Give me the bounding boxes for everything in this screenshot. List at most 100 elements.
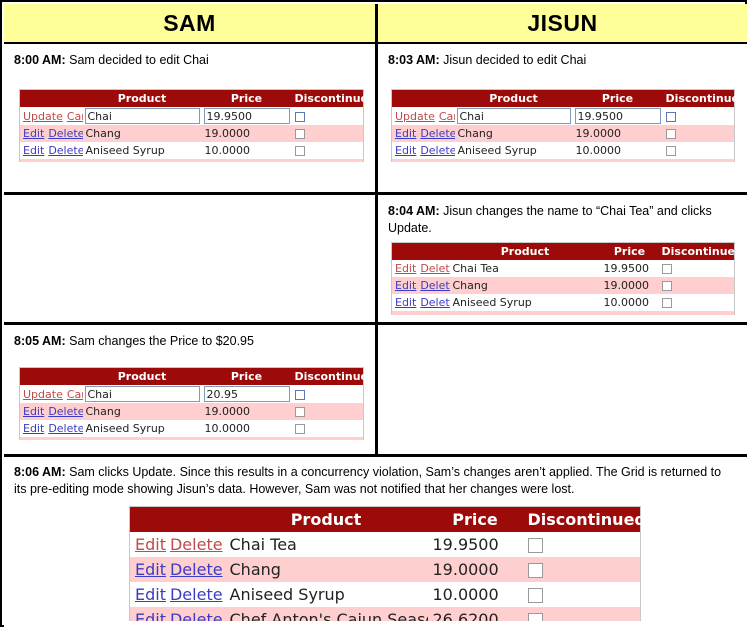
cancel-link[interactable]: Cancel xyxy=(66,109,83,123)
price-column-header: Price xyxy=(572,89,663,107)
product-cell: Chang xyxy=(454,125,573,142)
delete-link[interactable]: Delete xyxy=(420,127,455,140)
edit-link[interactable]: Edit xyxy=(23,422,45,435)
discontinued-cell[interactable] xyxy=(291,385,364,403)
edit-link[interactable]: Edit xyxy=(395,279,417,292)
discontinued-checkbox xyxy=(661,281,672,291)
update-link[interactable]: Update xyxy=(395,109,435,123)
discontinued-cell[interactable] xyxy=(662,107,735,125)
product-column-header: Product xyxy=(82,89,202,107)
product-name-input[interactable] xyxy=(456,108,571,124)
caption-text-804am: Jisun changes the name to “Chai Tea” and… xyxy=(388,204,712,235)
discontinued-cell[interactable] xyxy=(291,107,364,125)
discontinued-cell xyxy=(662,142,735,159)
discontinued-checkbox[interactable] xyxy=(665,111,676,122)
price-cell: 26.6200 xyxy=(427,607,523,621)
delete-link[interactable]: Delete xyxy=(169,585,223,604)
product-cell: Chang xyxy=(82,403,202,420)
delete-link[interactable]: Delete xyxy=(420,144,455,157)
product-name-input[interactable] xyxy=(84,386,200,402)
product-grid[interactable]: ProductPriceDiscontinuedUpdateCancelEdit… xyxy=(19,89,364,162)
discontinued-checkbox xyxy=(294,424,305,434)
edit-link[interactable]: Edit xyxy=(23,439,44,440)
edit-link[interactable]: Edit xyxy=(135,585,166,604)
product-cell[interactable] xyxy=(82,385,202,403)
edit-link[interactable]: Edit xyxy=(395,296,417,309)
product-name-input[interactable] xyxy=(84,108,200,124)
gridview-805am[interactable]: ProductPriceDiscontinuedUpdateCancelEdit… xyxy=(19,367,364,440)
delete-link[interactable]: Delete xyxy=(169,610,223,621)
edit-link[interactable]: Edit xyxy=(23,161,44,162)
delete-link[interactable]: Delete xyxy=(420,161,454,162)
edit-link[interactable]: Edit xyxy=(135,535,166,554)
edit-link[interactable]: Edit xyxy=(395,127,417,140)
gridview-803am[interactable]: ProductPriceDiscontinuedUpdateCancelEdit… xyxy=(391,89,735,162)
edit-link[interactable]: Edit xyxy=(395,262,417,275)
edit-link[interactable]: Edit xyxy=(135,610,166,621)
price-input[interactable] xyxy=(203,108,290,124)
discontinued-checkbox[interactable] xyxy=(294,111,305,122)
price-input[interactable] xyxy=(574,108,661,124)
table-row: UpdateCancel xyxy=(391,107,735,125)
edit-link[interactable]: Edit xyxy=(23,144,45,157)
edit-link[interactable]: Edit xyxy=(395,161,416,162)
delete-link[interactable]: Delete xyxy=(169,560,223,579)
gridview-806am[interactable]: Product Price Discontinued Edit Delete Chai T… xyxy=(129,506,641,621)
delete-link[interactable]: Delete xyxy=(48,405,83,418)
panel-806am: 8:06 AM: Sam clicks Update. Since this r… xyxy=(4,457,747,627)
delete-link[interactable]: Delete xyxy=(48,439,82,440)
discontinued-cell xyxy=(662,159,735,162)
edit-link[interactable]: Edit xyxy=(395,313,416,315)
column-headers: SAM JISUN xyxy=(4,4,747,44)
discontinued-checkbox xyxy=(294,146,305,156)
discontinued-checkbox[interactable] xyxy=(294,389,305,400)
price-cell[interactable] xyxy=(201,107,292,125)
cmd-column-header xyxy=(19,367,83,385)
delete-link[interactable]: Delete xyxy=(169,535,223,554)
delete-link[interactable]: Delete xyxy=(48,144,83,157)
price-cell[interactable] xyxy=(201,385,292,403)
update-link[interactable]: Update xyxy=(23,387,63,401)
update-link[interactable]: Update xyxy=(23,109,63,123)
cancel-link[interactable]: Cancel xyxy=(66,387,83,401)
price-cell: 10.0000 xyxy=(427,582,523,607)
product-cell: Aniseed Syrup xyxy=(454,142,573,159)
timeline-row-3: 8:05 AM: Sam changes the Price to $20.95… xyxy=(4,325,747,457)
delete-link[interactable]: Delete xyxy=(420,279,450,292)
discontinued-checkbox xyxy=(661,298,672,308)
gridview-800am[interactable]: ProductPriceDiscontinuedUpdateCancelEdit… xyxy=(19,89,364,162)
price-column-header: Price xyxy=(427,506,523,532)
edit-link[interactable]: Edit xyxy=(23,405,45,418)
cancel-link[interactable]: Cancel xyxy=(438,109,455,123)
price-cell[interactable] xyxy=(572,107,663,125)
discontinued-checkbox xyxy=(527,613,543,621)
discontinued-checkbox xyxy=(665,129,676,139)
delete-link[interactable]: Delete xyxy=(48,127,83,140)
product-cell[interactable] xyxy=(454,107,573,125)
product-cell[interactable] xyxy=(82,107,202,125)
row-commands: UpdateCancel xyxy=(19,385,83,403)
delete-link[interactable]: Delete xyxy=(420,296,450,309)
discontinued-checkbox xyxy=(661,264,672,274)
edit-link[interactable]: Edit xyxy=(23,127,45,140)
price-input[interactable] xyxy=(203,386,290,402)
delete-link[interactable]: Delete xyxy=(48,161,82,162)
delete-link[interactable]: Delete xyxy=(420,313,449,315)
product-grid[interactable]: ProductPriceDiscontinuedUpdateCancelEdit… xyxy=(19,367,364,440)
product-grid[interactable]: ProductPriceDiscontinuedUpdateCancelEdit… xyxy=(391,89,735,162)
delete-link[interactable]: Delete xyxy=(48,422,83,435)
product-cell: Chai Tea xyxy=(224,532,428,557)
price-cell: 26.6200 xyxy=(600,311,659,315)
edit-link[interactable]: Edit xyxy=(135,560,166,579)
delete-link[interactable]: Delete xyxy=(420,262,450,275)
edit-link[interactable]: Edit xyxy=(395,144,417,157)
